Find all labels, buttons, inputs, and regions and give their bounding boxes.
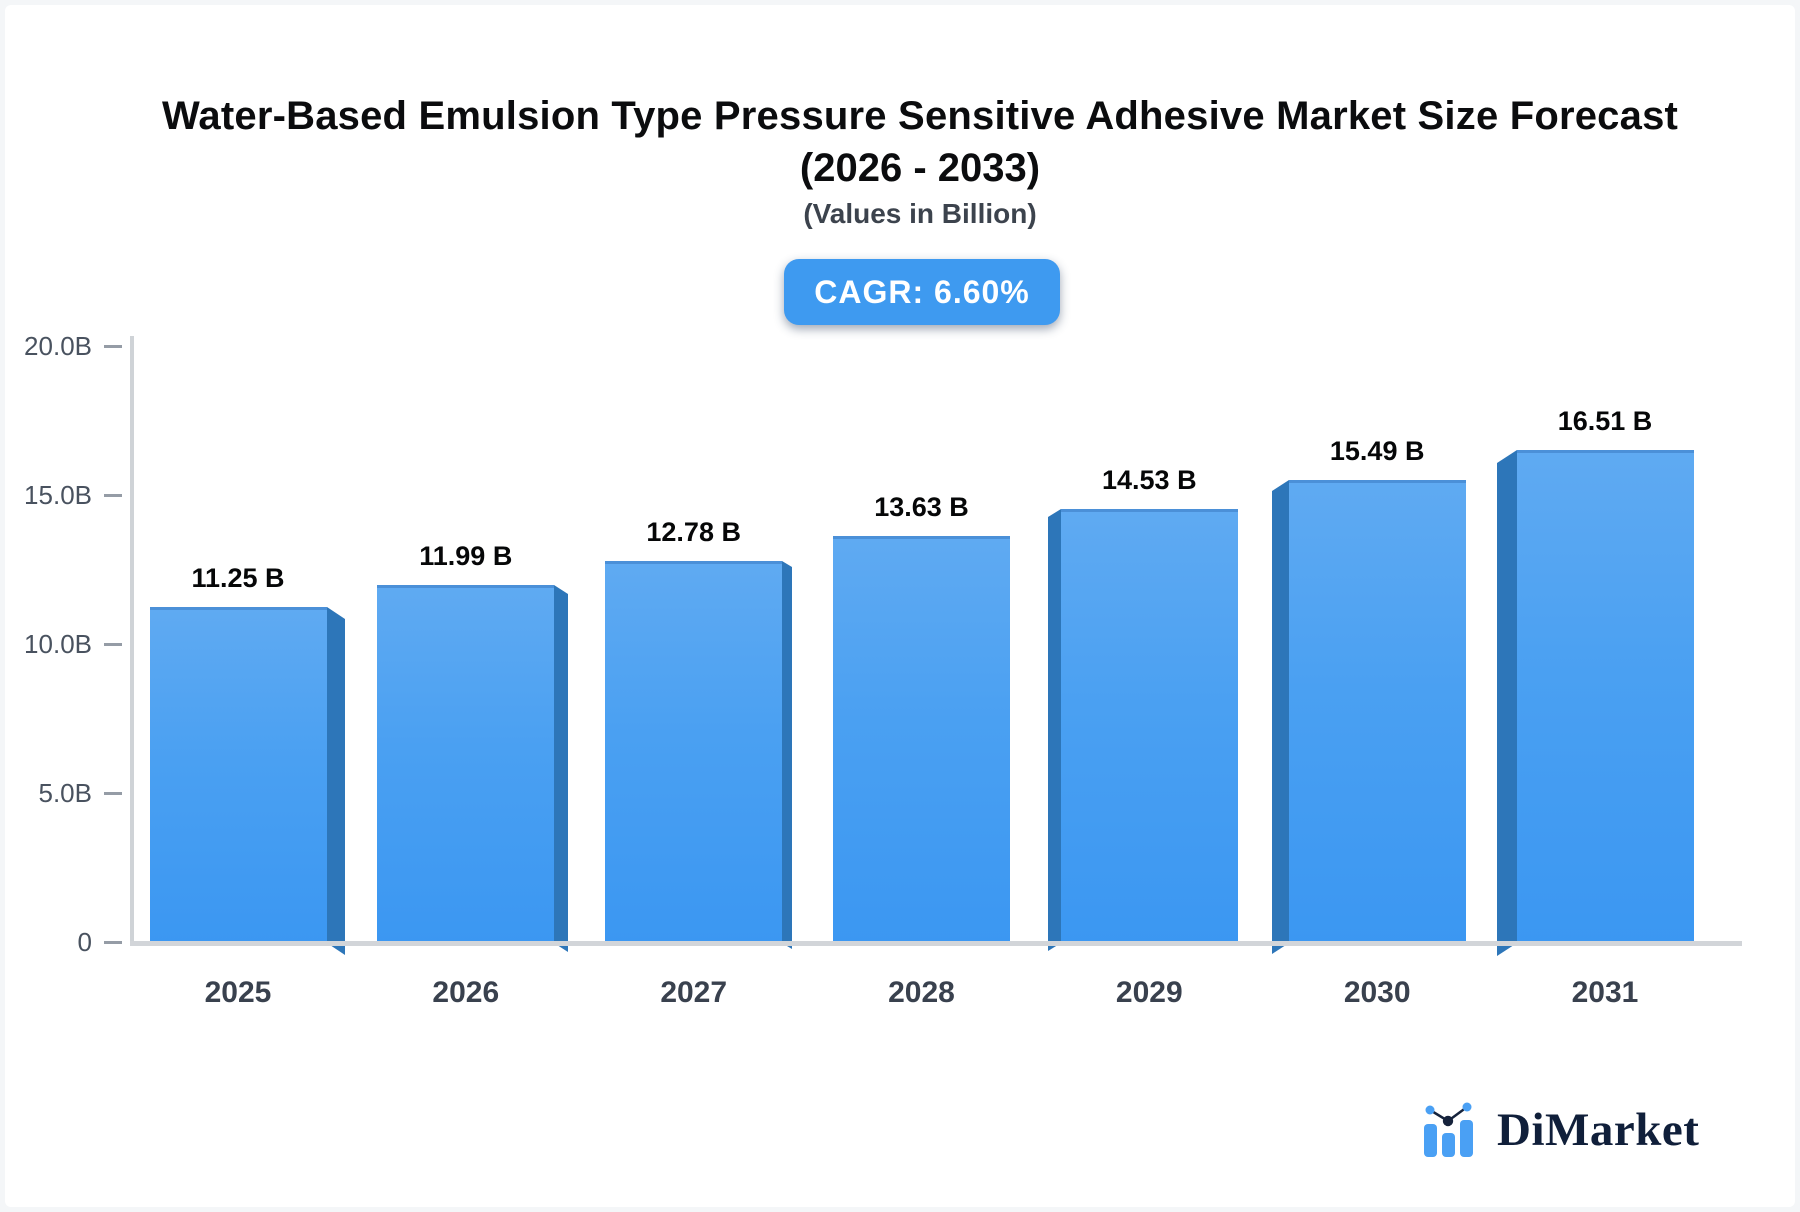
y-tick-label: 20.0B — [24, 331, 92, 361]
y-tick-dash — [104, 643, 122, 646]
x-axis-label-2031: 2031 — [1571, 976, 1639, 1009]
bar-2025[interactable] — [149, 606, 327, 943]
dimarket-logo-icon — [1424, 1102, 1473, 1157]
x-axis-label-2030: 2030 — [1343, 976, 1411, 1009]
y-tick-dash — [104, 941, 122, 944]
bar-value-label: 16.51 B — [1557, 406, 1653, 436]
bar-2027[interactable] — [605, 561, 783, 943]
bar-value-label: 14.53 B — [1102, 465, 1197, 495]
x-axis-label-2028: 2028 — [888, 976, 955, 1009]
bar-value-label: 11.99 B — [419, 540, 513, 571]
bar-3d-side — [1271, 480, 1289, 954]
bar-value-label: 13.63 B — [874, 491, 969, 522]
bar-value-label: 12.78 B — [646, 517, 741, 548]
bar-2029[interactable] — [1060, 509, 1238, 943]
bar-value-label: 11.25 B — [191, 562, 285, 593]
y-tick-dash — [104, 494, 122, 497]
bar-2030[interactable] — [1288, 480, 1466, 943]
chart-title-line2: (2026 - 2033) — [799, 146, 1041, 190]
x-axis-label-2025: 2025 — [204, 976, 272, 1009]
bar-2026[interactable] — [377, 584, 555, 943]
y-axis-line — [130, 336, 134, 945]
chart-title-line1: Water-Based Emulsion Type Pressure Sensi… — [161, 94, 1679, 138]
cagr-badge: CAGR: 6.60% — [784, 259, 1060, 325]
bar-3d-side — [1496, 450, 1517, 956]
y-tick-label: 5.0B — [38, 778, 93, 808]
x-axis-baseline — [130, 941, 1742, 946]
x-axis-label-2029: 2029 — [1115, 976, 1183, 1009]
x-axis-label-2026: 2026 — [432, 976, 500, 1009]
bar-3d-side — [326, 606, 345, 955]
bar-2028[interactable] — [833, 535, 1010, 943]
bar-2031[interactable] — [1516, 450, 1694, 943]
bar-3d-side — [554, 584, 569, 952]
bar-value-label: 15.49 B — [1329, 436, 1425, 467]
y-tick-label: 15.0B — [24, 480, 92, 510]
brand-name: DiMarket — [1497, 1104, 1700, 1156]
bar-3d-side — [1047, 509, 1061, 951]
y-tick-label: 0 — [77, 927, 92, 957]
bar-3d-side — [782, 561, 793, 949]
x-axis-label-2027: 2027 — [660, 976, 728, 1009]
y-tick-label: 10.0B — [24, 629, 92, 659]
brand-logo: DiMarket — [1422, 1098, 1699, 1162]
y-tick-dash — [104, 792, 122, 795]
chart-subtitle: (Values in Billion) — [803, 198, 1037, 229]
y-tick-dash — [104, 345, 122, 348]
